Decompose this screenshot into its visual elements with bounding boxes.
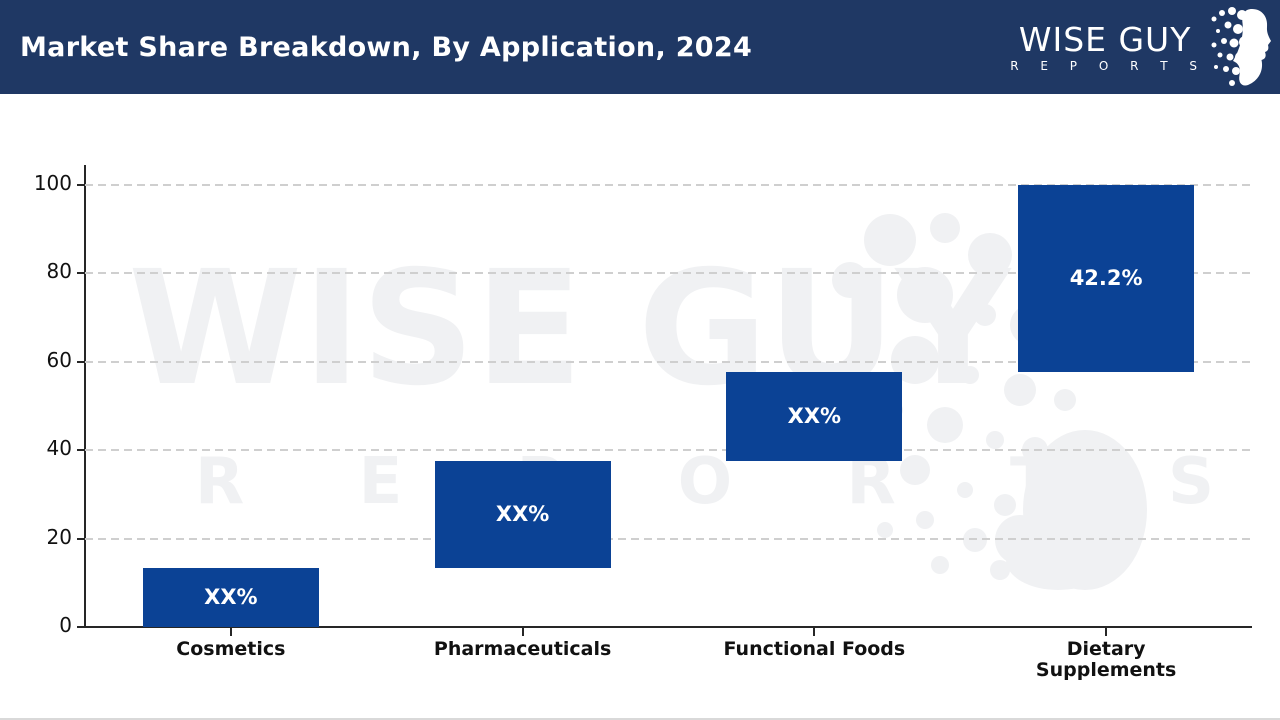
- y-axis-tick: [77, 626, 85, 628]
- x-axis-tick: [813, 628, 816, 636]
- y-axis-tick: [77, 449, 85, 452]
- y-axis-line: [84, 165, 86, 627]
- x-axis-line: [84, 626, 1252, 628]
- x-axis-tick: [1105, 628, 1108, 636]
- gridline: [85, 184, 1252, 186]
- x-axis-tick: [521, 628, 524, 636]
- x-axis-category-label: Functional Foods: [723, 638, 906, 660]
- page-title: Market Share Breakdown, By Application, …: [20, 31, 753, 63]
- logo-wordmark-block: WISE GUY R E P O R T S: [1004, 19, 1206, 73]
- bar-value-label: XX%: [495, 502, 550, 527]
- bar-dietary-supplements: [1018, 185, 1195, 372]
- brand-logo: WISE GUY R E P O R T S: [1004, 5, 1272, 89]
- y-axis-tick-label: 60: [46, 347, 72, 372]
- logo-reports-label: R E P O R T S: [1010, 58, 1206, 73]
- y-axis-tick: [77, 272, 85, 275]
- x-axis-tick: [229, 628, 232, 636]
- bar-cosmetics: [142, 568, 319, 627]
- bar-pharmaceuticals: [434, 461, 611, 569]
- logo-wordmark: WISE GUY: [1018, 19, 1192, 59]
- gridline: [85, 360, 1252, 363]
- bottom-border-line: [0, 718, 1280, 720]
- y-axis-tick-label: 20: [46, 524, 72, 549]
- bar-functional-foods: [726, 371, 903, 462]
- header-bar: Market Share Breakdown, By Application, …: [0, 0, 1280, 94]
- x-axis-category-label: Pharmaceuticals: [433, 638, 612, 660]
- bar-value-label: 42.2%: [1069, 266, 1143, 290]
- gridline: [85, 272, 1252, 275]
- y-axis-tick-label: 40: [46, 436, 72, 461]
- gridline: [85, 449, 1252, 452]
- bar-value-label: XX%: [787, 403, 842, 428]
- x-axis-category-label: Dietary Supplements: [1035, 638, 1177, 681]
- y-axis-tick-label: 0: [59, 613, 72, 637]
- y-axis-tick: [77, 360, 85, 363]
- bar-value-label: XX%: [204, 585, 258, 610]
- gridline: [85, 537, 1252, 540]
- logo-face-icon: [1211, 7, 1271, 86]
- y-axis-tick: [77, 184, 85, 186]
- x-axis-category-label: Cosmetics: [176, 638, 286, 660]
- y-axis-tick-label: 100: [33, 171, 72, 195]
- y-axis-tick-label: 80: [46, 259, 72, 284]
- y-axis-tick: [77, 537, 85, 540]
